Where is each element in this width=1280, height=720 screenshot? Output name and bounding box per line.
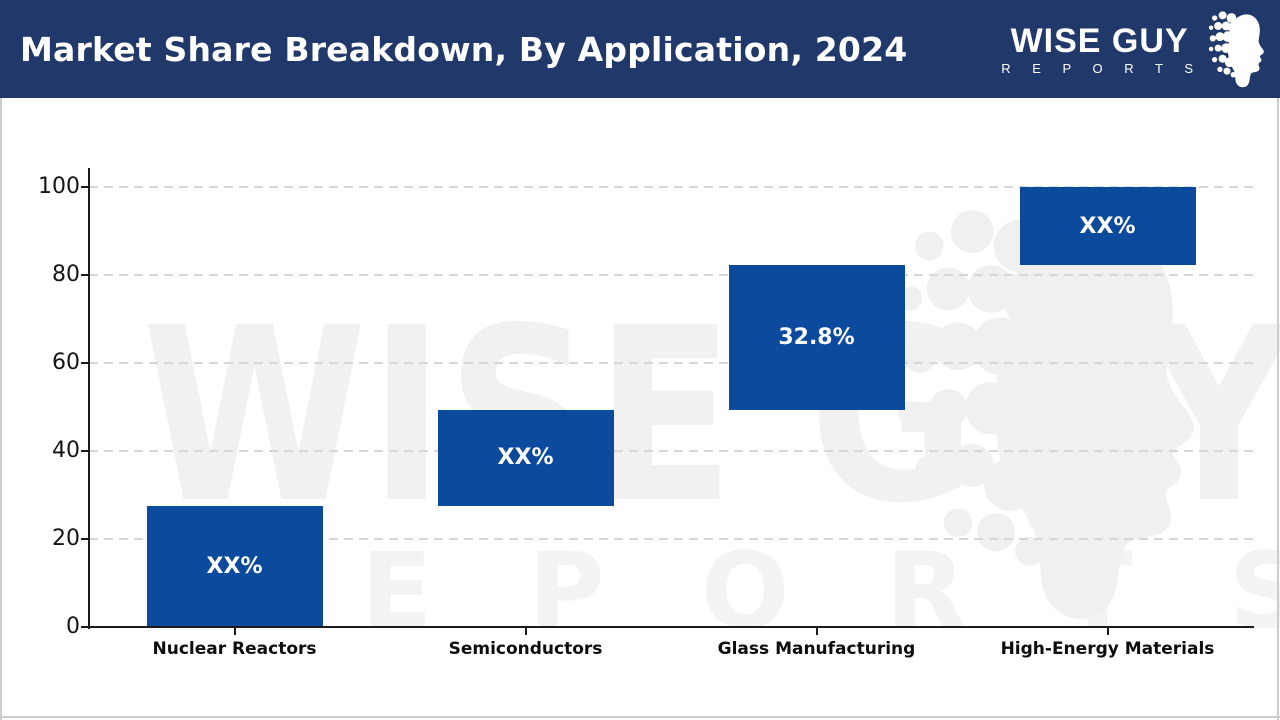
y-axis-line xyxy=(88,168,90,629)
gridline-60 xyxy=(89,362,1253,364)
bar-nuclear-reactors: XX% xyxy=(146,506,323,627)
y-axis-tick-mark xyxy=(81,450,89,452)
y-axis-tick-label: 60 xyxy=(52,350,80,375)
y-axis-tick-mark xyxy=(81,274,89,276)
logo-face-icon xyxy=(1204,9,1266,89)
y-axis-tick-label: 20 xyxy=(52,526,80,551)
y-axis-tick-mark xyxy=(81,538,89,540)
gridline-40 xyxy=(89,450,1253,452)
bar-value-label-high-energy-materials: XX% xyxy=(1079,213,1136,239)
bar-value-label-glass-manufacturing: 32.8% xyxy=(778,324,855,350)
brand-logo-text: WISE GUY R E P O R T S xyxy=(997,23,1202,76)
chart-title: Market Share Breakdown, By Application, … xyxy=(20,29,908,69)
x-axis-category-label: Nuclear Reactors xyxy=(152,639,317,659)
y-axis-tick-mark xyxy=(81,186,89,188)
y-axis-tick-label: 100 xyxy=(38,174,80,199)
brand-logo: WISE GUY R E P O R T S xyxy=(997,9,1266,89)
bar-glass-manufacturing: 32.8% xyxy=(728,265,905,410)
gridline-100 xyxy=(89,186,1253,188)
x-axis-category-label: High-Energy Materials xyxy=(1000,639,1215,659)
y-axis-tick-label: 80 xyxy=(52,262,80,287)
gridline-20 xyxy=(89,538,1253,540)
frame-border-right xyxy=(1277,98,1279,720)
x-axis-category-label: Semiconductors xyxy=(448,639,603,659)
y-axis-tick-label: 40 xyxy=(52,438,80,463)
gridline-80 xyxy=(89,274,1253,276)
y-axis-tick-mark xyxy=(81,626,89,628)
x-axis-tick-mark xyxy=(233,628,236,635)
bar-semiconductors: XX% xyxy=(437,409,614,506)
x-axis-tick-mark xyxy=(815,628,818,635)
bar-high-energy-materials: XX% xyxy=(1019,187,1196,266)
x-axis-category-label: Glass Manufacturing xyxy=(717,639,916,659)
y-axis-tick-label: 0 xyxy=(66,614,80,639)
header: Market Share Breakdown, By Application, … xyxy=(0,0,1280,98)
chart-area: WISE GUY R E P O R T S 0 20 40 60 80 100 XX% XX… xyxy=(0,98,1280,720)
logo-wordmark: WISE GUY xyxy=(1010,21,1189,60)
x-axis-tick-mark xyxy=(1106,628,1109,635)
bar-value-label-nuclear-reactors: XX% xyxy=(206,554,263,579)
y-axis-tick-mark xyxy=(81,362,89,364)
bar-value-label-semiconductors: XX% xyxy=(497,445,554,471)
frame-border-bottom xyxy=(0,716,1280,718)
logo-reports-text: R E P O R T S xyxy=(1001,60,1202,76)
x-axis-tick-mark xyxy=(524,628,527,635)
frame-border-left xyxy=(0,98,2,720)
x-axis-line xyxy=(88,626,1254,628)
